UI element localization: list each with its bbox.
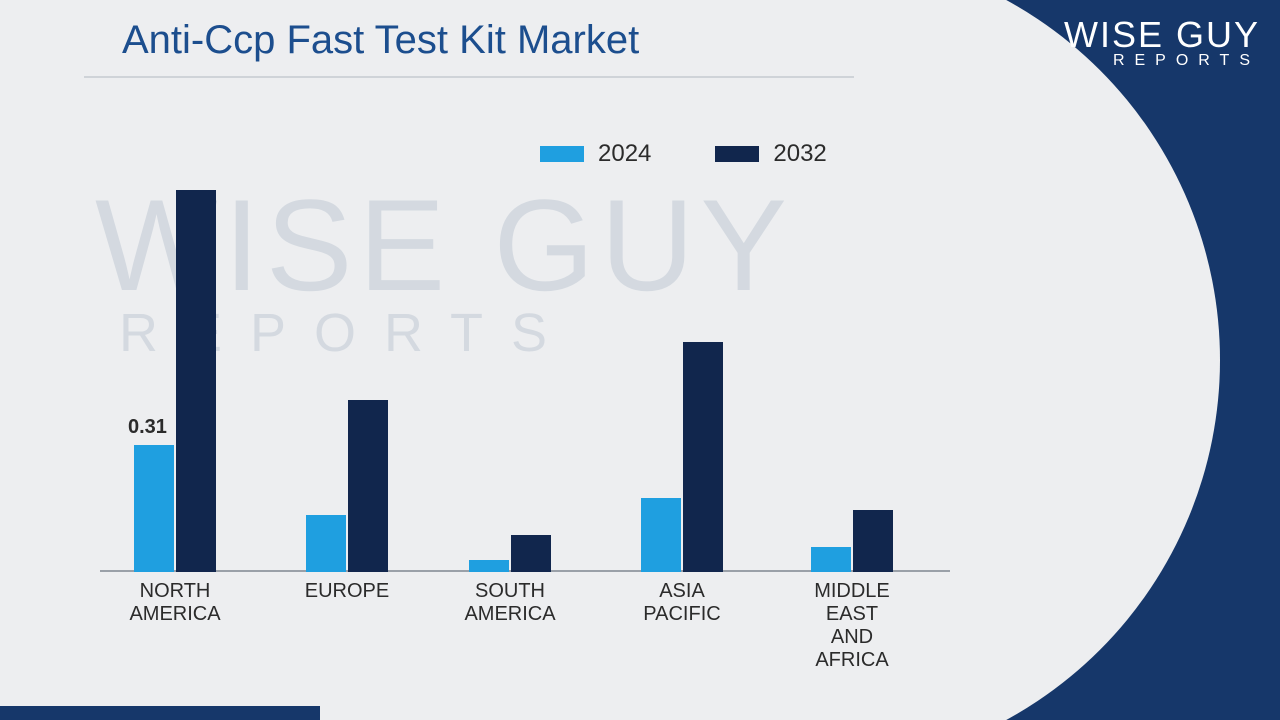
right-panel — [960, 0, 1280, 720]
bottom-accent-bar — [0, 706, 320, 720]
plot-area: 0.31 — [100, 182, 930, 572]
bar-group — [469, 535, 551, 572]
bar — [306, 515, 346, 572]
legend: 2024 2032 — [540, 140, 827, 168]
chart-canvas: WISE GUY REPORTS Anti-Ccp Fast Test Kit … — [0, 0, 1280, 720]
legend-label-2024: 2024 — [598, 140, 651, 168]
x-axis-label: MIDDLEEASTANDAFRICA — [782, 580, 922, 672]
bar — [853, 510, 893, 572]
bar-group: 0.31 — [134, 190, 216, 572]
legend-item-2032: 2032 — [715, 140, 826, 168]
legend-item-2024: 2024 — [540, 140, 651, 168]
title-underline — [84, 76, 854, 78]
bar — [811, 547, 851, 572]
brand-line1: WISE GUY — [1064, 14, 1260, 56]
bar-value-label: 0.31 — [128, 416, 167, 439]
brand-logo: WISE GUY REPORTS — [1064, 14, 1260, 70]
bar-group — [641, 342, 723, 572]
bar — [348, 400, 388, 572]
chart-title: Anti-Ccp Fast Test Kit Market — [122, 18, 639, 63]
bar — [469, 560, 509, 572]
bar — [641, 498, 681, 572]
x-axis-label: SOUTHAMERICA — [440, 580, 580, 626]
bar — [176, 190, 216, 572]
bar — [134, 445, 174, 572]
legend-swatch-2024 — [540, 146, 584, 162]
bar-group — [306, 400, 388, 572]
bar — [511, 535, 551, 572]
x-axis-label: ASIAPACIFIC — [612, 580, 752, 626]
legend-swatch-2032 — [715, 146, 759, 162]
x-axis-label: EUROPE — [277, 580, 417, 603]
bar-group — [811, 510, 893, 572]
bar — [683, 342, 723, 572]
legend-label-2032: 2032 — [773, 140, 826, 168]
x-axis-label: NORTHAMERICA — [105, 580, 245, 626]
